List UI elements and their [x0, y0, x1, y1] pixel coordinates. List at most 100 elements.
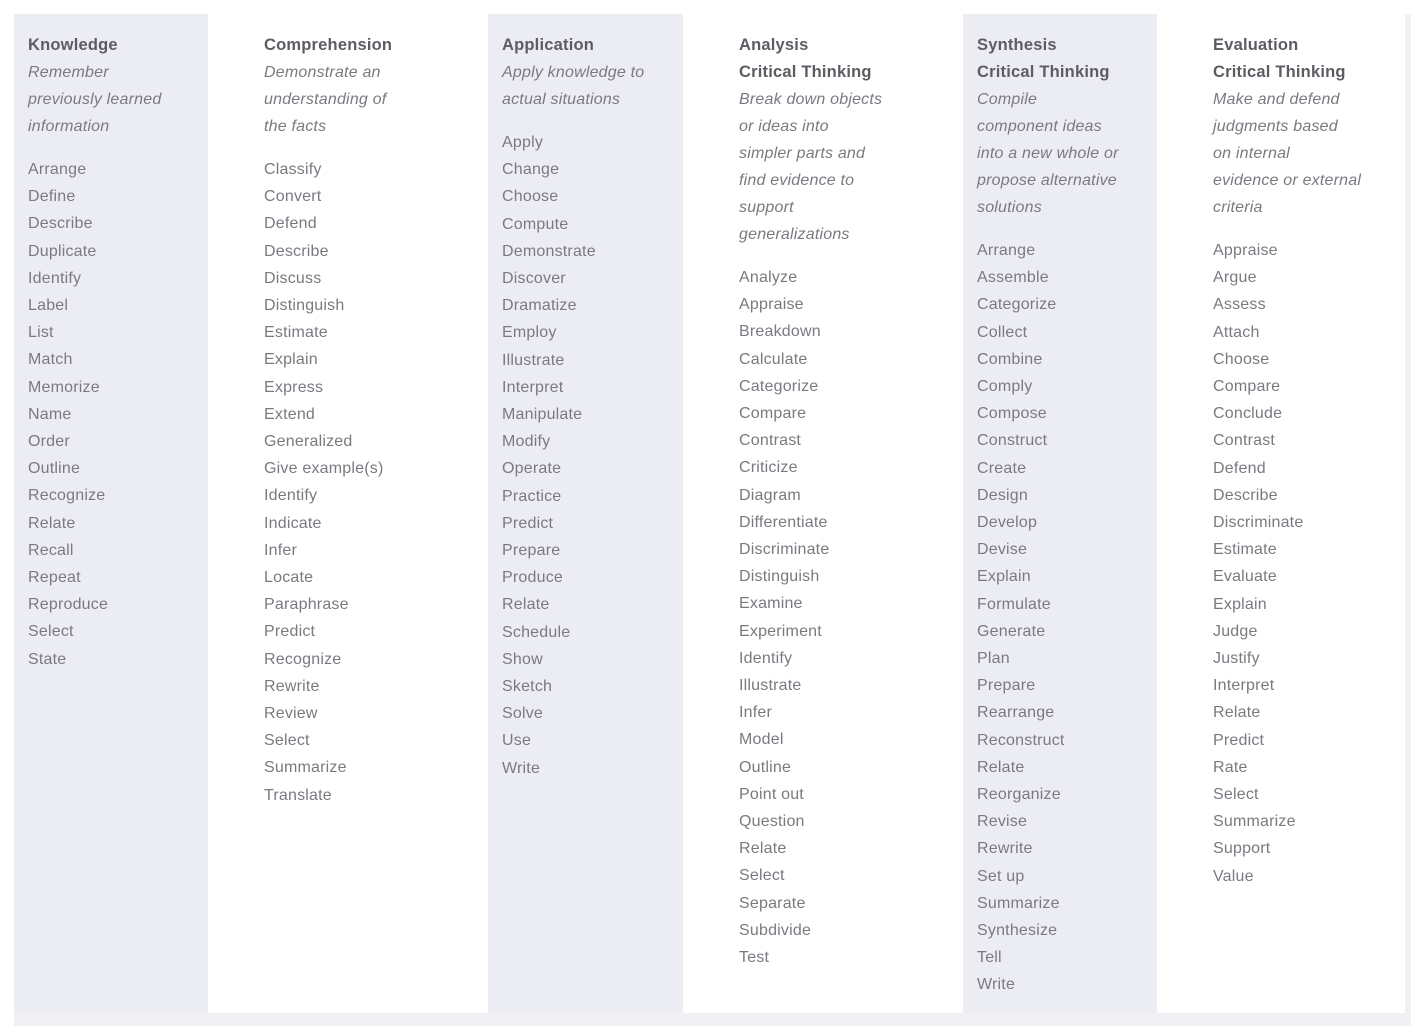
- column-description-line: simpler parts and: [739, 145, 866, 162]
- list-item: Rewrite: [977, 840, 1033, 858]
- column-title: Comprehension: [264, 36, 393, 54]
- list-item: Experiment: [739, 622, 822, 640]
- verb-list: Analyze Appraise Breakdown Calculate Categor…: [739, 264, 955, 971]
- column-description-line: understanding of: [264, 91, 387, 108]
- list-item: Categorize: [977, 296, 1057, 314]
- list-item: Predict: [264, 623, 316, 641]
- list-item: Select: [264, 732, 310, 750]
- list-item: Rewrite: [264, 677, 320, 695]
- column-analysis: Analysis Critical Thinking Break down obje…: [683, 14, 963, 1013]
- list-item: Identify: [28, 269, 82, 287]
- list-item: Examine: [739, 595, 803, 613]
- list-item: Attach: [1213, 323, 1260, 341]
- column-evaluation: Evaluation Critical Thinking Make and defe…: [1157, 14, 1405, 1013]
- verb-list: Arrange Define Describe Duplicate Identify La…: [28, 156, 200, 673]
- list-item: Write: [502, 759, 541, 777]
- list-item: Name: [28, 405, 72, 423]
- list-item: Use: [502, 732, 532, 750]
- list-item: Point out: [739, 785, 804, 803]
- list-item: Demonstrate: [502, 242, 596, 260]
- list-item: Repeat: [28, 569, 81, 587]
- list-item: Give example(s): [264, 460, 384, 478]
- list-item: Relate: [502, 596, 550, 614]
- list-item: Discuss: [264, 269, 322, 287]
- column-application: Application Apply knowledge to actual situ…: [488, 14, 683, 1013]
- list-item: Recognize: [264, 650, 342, 668]
- list-item: Select: [1213, 786, 1259, 804]
- list-item: Describe: [1213, 486, 1278, 504]
- list-item: Reorganize: [977, 786, 1061, 804]
- list-item: Identify: [739, 649, 793, 667]
- list-item: Label: [28, 297, 69, 315]
- list-item: Describe: [28, 215, 93, 233]
- list-item: Explain: [264, 351, 318, 369]
- column-synthesis: Synthesis Critical Thinking Compile compone…: [963, 14, 1157, 1013]
- list-item: Model: [739, 731, 784, 749]
- list-item: Memorize: [28, 378, 100, 396]
- list-item: Criticize: [739, 459, 798, 477]
- column-description-line: information: [28, 118, 110, 135]
- list-item: Compare: [1213, 378, 1281, 396]
- list-item: Set up: [977, 867, 1025, 885]
- list-item: Compute: [502, 215, 569, 233]
- list-item: Interpret: [1213, 677, 1275, 695]
- list-item: Produce: [502, 569, 563, 587]
- list-item: Paraphrase: [264, 596, 349, 614]
- column-knowledge: Knowledge Remember previously learned infor…: [14, 14, 208, 1013]
- column-description-line: Remember: [28, 64, 109, 81]
- list-item: Plan: [977, 650, 1010, 668]
- list-item: Summarize: [1213, 813, 1296, 831]
- column-description-line: criteria: [1213, 199, 1263, 216]
- column-description-line: Demonstrate an: [264, 64, 381, 81]
- list-item: Appraise: [1213, 242, 1278, 259]
- list-item: Illustrate: [739, 677, 802, 695]
- column-description-line: evidence or external: [1213, 172, 1362, 189]
- column-description-line: previously learned: [28, 91, 162, 108]
- list-item: Employ: [502, 324, 557, 342]
- column-description-line: solutions: [977, 199, 1042, 216]
- list-item: Separate: [739, 894, 806, 912]
- list-item: Infer: [264, 541, 298, 559]
- list-item: Prepare: [977, 677, 1036, 695]
- list-item: Reproduce: [28, 596, 109, 614]
- list-item: Predict: [1213, 731, 1265, 749]
- list-item: Prepare: [502, 542, 561, 560]
- list-item: Support: [1213, 840, 1271, 858]
- list-item: Infer: [739, 704, 773, 722]
- list-item: Rate: [1213, 758, 1248, 776]
- list-item: Argue: [1213, 269, 1257, 287]
- list-item: Translate: [264, 786, 332, 804]
- verb-list: Arrange Assemble Categorize Collect Combine C…: [977, 237, 1149, 999]
- list-item: Defend: [264, 215, 317, 233]
- list-item: Outline: [28, 460, 81, 478]
- list-item: Interpret: [502, 378, 564, 396]
- column-description-line: Compile: [977, 91, 1038, 108]
- list-item: Summarize: [264, 759, 347, 777]
- list-item: Differentiate: [739, 513, 828, 531]
- column-description-line: on internal: [1213, 145, 1290, 162]
- list-item: Arrange: [977, 242, 1036, 259]
- list-item: Formulate: [977, 595, 1051, 613]
- column-description-line: into a new whole or: [977, 145, 1119, 162]
- list-item: Categorize: [739, 377, 819, 395]
- list-item: Compare: [739, 405, 807, 423]
- column-title: Application: [502, 36, 595, 54]
- list-item: Convert: [264, 188, 322, 206]
- list-item: Select: [28, 623, 74, 641]
- list-item: Change: [502, 161, 560, 179]
- list-item: Explain: [1213, 595, 1267, 613]
- column-description-line: support: [739, 199, 794, 216]
- list-item: Describe: [264, 242, 329, 260]
- taxonomy-columns: Knowledge Remember previously learned infor…: [14, 14, 1405, 1013]
- list-item: Extend: [264, 405, 316, 423]
- column-description-line: generalizations: [739, 226, 850, 243]
- list-item: Calculate: [739, 350, 808, 368]
- list-item: Solve: [502, 705, 544, 723]
- column-description-line: or ideas into: [739, 118, 829, 135]
- list-item: Test: [739, 949, 770, 967]
- list-item: Schedule: [502, 623, 571, 641]
- verb-list: Apply Change Choose Compute Demonstrate Disco…: [502, 129, 675, 782]
- list-item: Choose: [502, 188, 559, 206]
- column-subtitle: Critical Thinking: [739, 63, 872, 81]
